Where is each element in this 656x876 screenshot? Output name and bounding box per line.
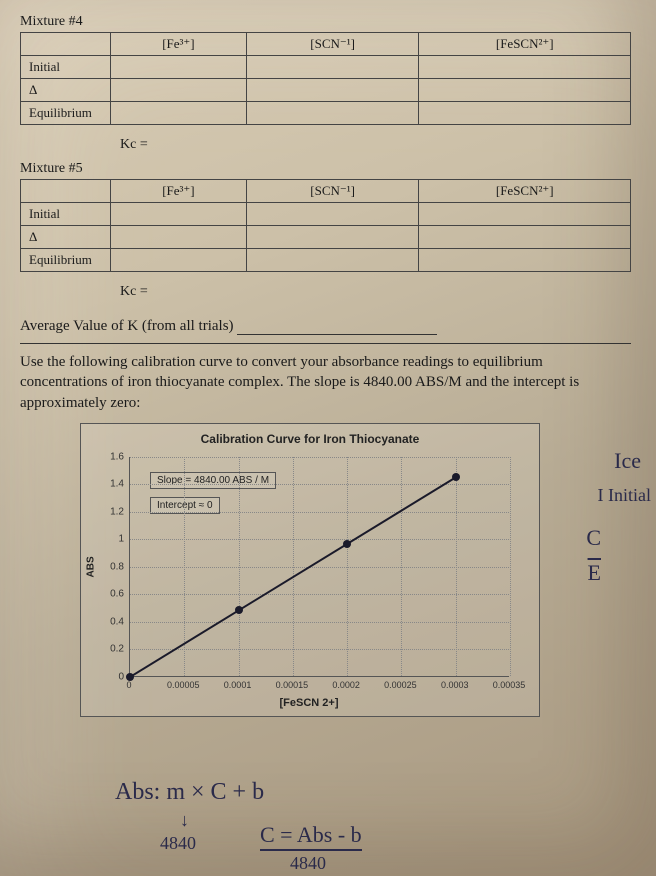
gridline-h (130, 484, 509, 485)
gridline-v (456, 457, 457, 676)
y-tick: 0.2 (89, 644, 124, 655)
x-tick: 0.0002 (332, 680, 360, 690)
y-tick: 1.6 (89, 451, 124, 462)
gridline-h (130, 594, 509, 595)
y-tick: 1 (89, 534, 124, 545)
col-fe: [Fe³⁺] (111, 180, 247, 203)
gridline-h (130, 622, 509, 623)
row-delta: Δ (21, 79, 111, 102)
separator (20, 343, 631, 344)
x-tick: 0.00035 (493, 680, 526, 690)
col-fescn: [FeSCN²⁺] (419, 180, 631, 203)
hw-i: I Initial (598, 485, 651, 506)
mixture5-table: [Fe³⁺] [SCN⁻¹] [FeSCN²⁺] Initial Δ Equil… (20, 179, 631, 272)
data-point (235, 606, 243, 614)
x-tick: 0.00025 (384, 680, 417, 690)
y-tick: 1.4 (89, 479, 124, 490)
chart-title: Calibration Curve for Iron Thiocyanate (89, 432, 531, 446)
row-initial: Initial (21, 203, 111, 226)
y-tick: 0.4 (89, 616, 124, 627)
hw-c: C (586, 525, 601, 551)
data-point (452, 473, 460, 481)
x-tick: 0 (126, 680, 131, 690)
instructions: Use the following calibration curve to c… (20, 352, 631, 413)
mixture5-label: Mixture #5 (20, 161, 631, 177)
y-tick: 0.6 (89, 589, 124, 600)
gridline-v (293, 457, 294, 676)
kc-5: Kc = (120, 284, 631, 300)
gridline-h (130, 567, 509, 568)
row-initial: Initial (21, 56, 111, 79)
row-delta: Δ (21, 226, 111, 249)
row-equil: Equilibrium (21, 249, 111, 272)
x-tick: 0.0001 (224, 680, 252, 690)
kc-4: Kc = (120, 137, 631, 153)
avg-k: Average Value of K (from all trials) (20, 318, 631, 335)
hw-abs-eq: Abs: m × C + b (115, 779, 264, 806)
y-tick: 0.8 (89, 561, 124, 572)
gridline-h (130, 649, 509, 650)
gridline-v (510, 457, 511, 676)
hw-e: E (588, 560, 601, 586)
gridline-v (401, 457, 402, 676)
x-tick: 0.00005 (167, 680, 200, 690)
gridline-v (184, 457, 185, 676)
col-scn: [SCN⁻¹] (246, 33, 419, 56)
hw-ice: Ice (614, 448, 641, 474)
col-scn: [SCN⁻¹] (246, 180, 419, 203)
gridline-h (130, 539, 509, 540)
hw-c-eq: C = Abs - b (260, 822, 362, 851)
y-tick: 1.2 (89, 506, 124, 517)
y-tick: 0 (89, 671, 124, 682)
hw-arrow: ↓ (180, 810, 189, 831)
x-tick: 0.0003 (441, 680, 469, 690)
col-fescn: [FeSCN²⁺] (419, 33, 631, 56)
row-equil: Equilibrium (21, 102, 111, 125)
calibration-chart: Calibration Curve for Iron Thiocyanate A… (80, 423, 540, 717)
hw-denom: 4840 (290, 853, 326, 874)
col-fe: [Fe³⁺] (111, 33, 247, 56)
gridline-h (130, 457, 509, 458)
mixture4-table: [Fe³⁺] [SCN⁻¹] [FeSCN²⁺] Initial Δ Equil… (20, 32, 631, 125)
hw-slope-val: 4840 (160, 833, 196, 854)
gridline-v (239, 457, 240, 676)
gridline-v (347, 457, 348, 676)
slope-annotation: Slope = 4840.00 ABS / M (150, 472, 276, 489)
x-tick: 0.00015 (276, 680, 309, 690)
data-point (343, 540, 351, 548)
avg-blank (237, 334, 437, 335)
gridline-h (130, 512, 509, 513)
mixture4-label: Mixture #4 (20, 14, 631, 30)
avg-label: Average Value of K (from all trials) (20, 318, 234, 334)
x-axis-label: [FeSCN 2+] (89, 697, 529, 709)
